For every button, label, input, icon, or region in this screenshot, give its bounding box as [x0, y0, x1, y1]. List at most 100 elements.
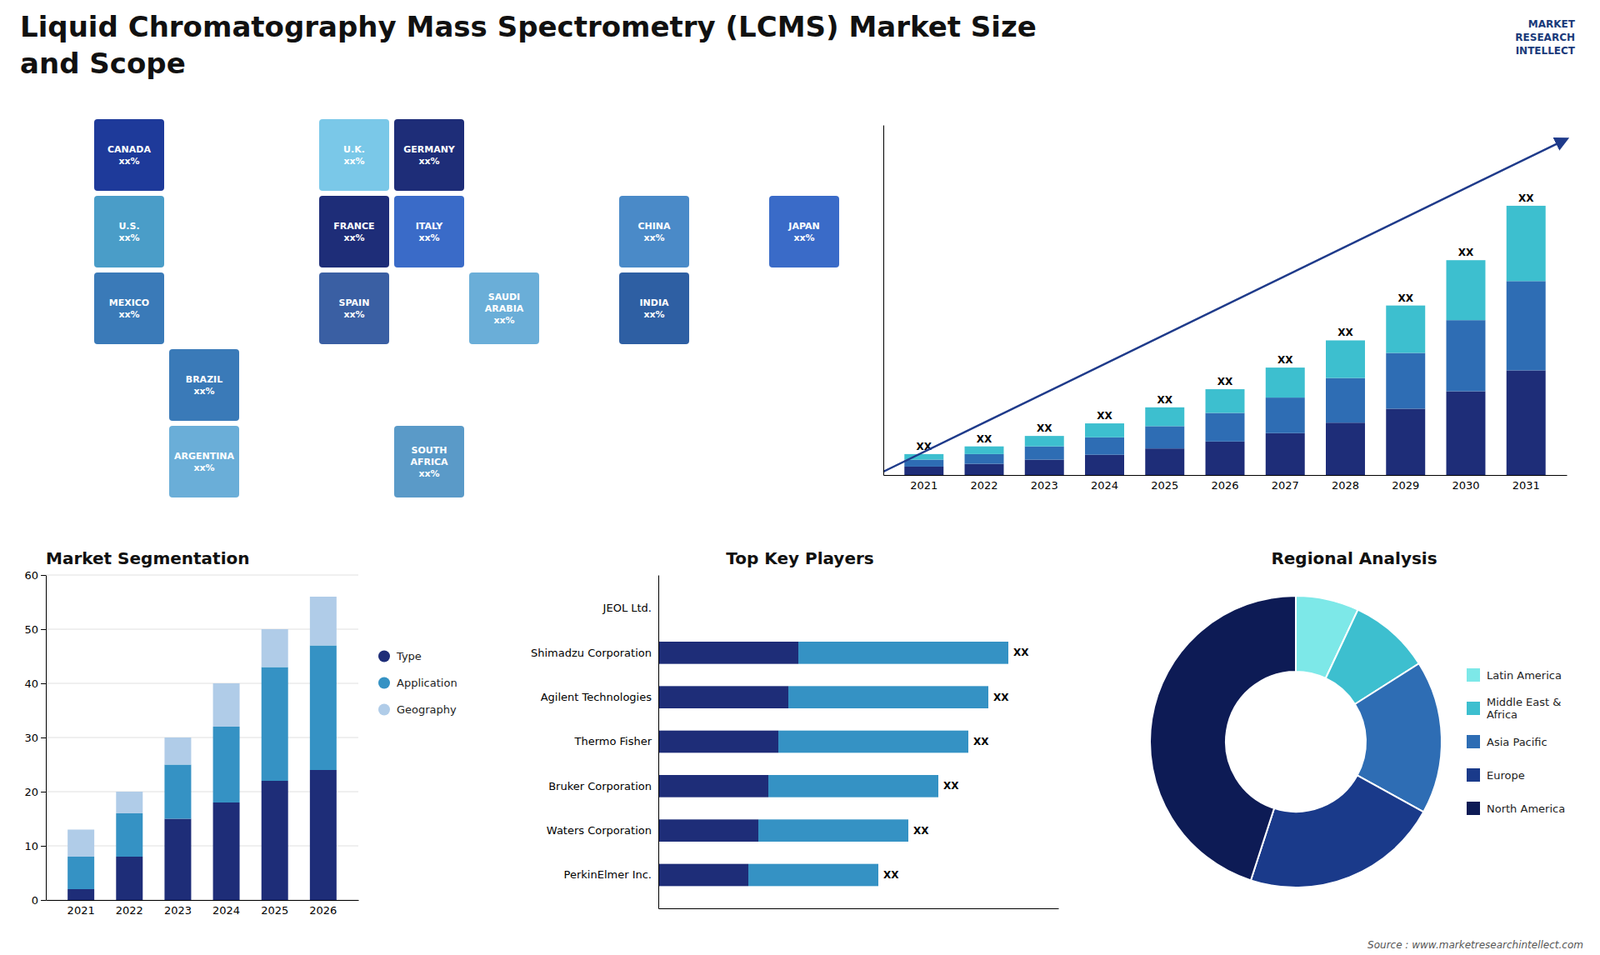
- legend-swatch: [1466, 735, 1480, 749]
- country-label: SOUTHAFRICAxx%: [410, 445, 449, 480]
- bar: [1025, 446, 1065, 460]
- bar: [748, 864, 879, 887]
- text-line: AFRICA: [410, 456, 449, 468]
- bar: [904, 460, 944, 467]
- tick-label: 50: [24, 623, 39, 636]
- tick-label: Thermo Fisher: [573, 735, 652, 748]
- bar: [261, 780, 289, 900]
- country-label: GERMANYxx%: [403, 144, 456, 167]
- tick: 2024: [1090, 479, 1119, 492]
- tick-label: 2024: [212, 904, 240, 917]
- country-label: INDIAxx%: [639, 297, 670, 320]
- text-line: CANADA: [107, 144, 151, 155]
- legend-label: Latin America: [1486, 669, 1562, 682]
- legend: TypeApplicationGeography: [378, 650, 458, 716]
- text-line: INTELLECT: [1515, 45, 1576, 57]
- axis-line: [46, 900, 360, 901]
- bar: [1265, 367, 1305, 398]
- bar: [1085, 455, 1125, 475]
- country-tile: [394, 425, 465, 498]
- text-line: U.K.: [343, 144, 365, 155]
- tick: 2024: [212, 904, 240, 917]
- legend-marker: [378, 677, 390, 690]
- text-line: GERMANY: [403, 144, 456, 155]
- bar: [658, 819, 759, 842]
- map-panel: CANADAxx%U.S.xx%MEXICOxx%BRAZILxx%ARGENT…: [94, 119, 840, 498]
- tick-mark: [40, 791, 46, 793]
- tick-label: 2029: [1391, 479, 1420, 492]
- legend-label: North America: [1486, 802, 1565, 815]
- text-line: Latin America: [1486, 669, 1562, 682]
- tick-label: 10: [24, 840, 39, 853]
- country-label: CANADAxx%: [107, 144, 151, 167]
- legend: Latin America Middle East &Africa Asia Pac…: [1466, 668, 1565, 815]
- bar: [67, 830, 95, 858]
- bar: [1085, 423, 1125, 438]
- bar: [115, 813, 143, 857]
- tick: 40: [24, 677, 46, 690]
- bar: [1205, 413, 1245, 442]
- bar: [261, 629, 289, 668]
- country-label: U.S.xx%: [118, 220, 140, 244]
- legend-label: Middle East &Africa: [1486, 695, 1561, 721]
- bar: [658, 864, 749, 887]
- legend-label: Application: [396, 676, 458, 690]
- tick-label: Shimadzu Corporation: [530, 645, 652, 659]
- tick: 60: [24, 569, 46, 582]
- data-label: XX: [883, 869, 900, 881]
- tick: Bruker Corporation: [548, 779, 652, 792]
- axis-line: [884, 475, 1568, 476]
- data-label: XX: [1458, 246, 1475, 259]
- country-tile: [319, 119, 390, 191]
- bar: [1325, 340, 1365, 378]
- plot: XXXXXXXXXXXXXXXXXXXXXX202120222023202420…: [883, 125, 1568, 493]
- bar: [658, 775, 769, 798]
- donut-slice: [1150, 595, 1296, 880]
- tick-mark: [40, 629, 46, 630]
- bar: [1205, 389, 1245, 413]
- bar: [658, 730, 779, 754]
- bar: [1385, 353, 1425, 410]
- bar: [965, 464, 1005, 475]
- legend-item: Middle East &Africa: [1466, 695, 1561, 721]
- tick-label: 2023: [1030, 479, 1059, 492]
- legend-label: Asia Pacific: [1486, 735, 1548, 749]
- tick-label: Waters Corporation: [546, 824, 652, 837]
- data-label: XX: [1518, 192, 1535, 205]
- axis-line: [883, 125, 885, 476]
- text-line: Asia Pacific: [1486, 735, 1548, 749]
- text-line: RESEARCH: [1515, 31, 1575, 44]
- chart-title: Market Segmentation: [45, 548, 250, 569]
- text-line: JAPAN: [787, 220, 820, 232]
- bar: [798, 641, 1009, 665]
- bar: [213, 802, 240, 900]
- tick-label: 2021: [910, 479, 938, 492]
- tick: 20: [24, 785, 46, 799]
- text-line: FRANCE: [333, 220, 375, 232]
- tick: 10: [24, 840, 46, 853]
- y-axis: [883, 125, 885, 476]
- country-label: CHINAxx%: [637, 220, 671, 244]
- tick-label: 20: [24, 785, 39, 799]
- text-line: xx%: [793, 232, 815, 244]
- bars: [67, 596, 337, 900]
- country-tile: [169, 349, 240, 421]
- bar: [758, 819, 909, 842]
- bar: [1446, 320, 1486, 391]
- tick-label: 2023: [164, 904, 192, 917]
- country-tile: [394, 195, 465, 268]
- tick-label: 2027: [1271, 479, 1300, 492]
- data-label: XX: [973, 735, 990, 748]
- text-line: Liquid Chromatography Mass Spectrometry …: [20, 10, 1037, 44]
- tick: 0: [31, 894, 46, 907]
- tick-label: 2031: [1512, 479, 1540, 492]
- text-line: xx%: [418, 468, 440, 480]
- tick: 50: [24, 623, 46, 636]
- axis-line: [45, 575, 47, 901]
- country-label: MEXICOxx%: [109, 297, 150, 320]
- data-label: XX: [1036, 422, 1053, 435]
- country-label: U.K.xx%: [343, 144, 365, 167]
- tick-label: 2030: [1451, 479, 1480, 492]
- tick-label: 2022: [115, 904, 144, 917]
- legend-item: Type: [378, 650, 422, 663]
